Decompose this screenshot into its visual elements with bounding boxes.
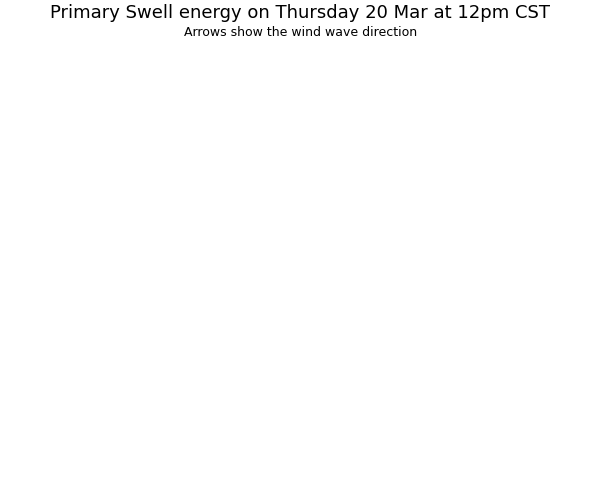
Text: Cartopy required: Cartopy required [242, 258, 359, 272]
Text: Arrows show the wind wave direction: Arrows show the wind wave direction [184, 26, 417, 39]
Text: Primary Swell energy on Thursday 20 Mar at 12pm CST: Primary Swell energy on Thursday 20 Mar … [50, 4, 551, 22]
